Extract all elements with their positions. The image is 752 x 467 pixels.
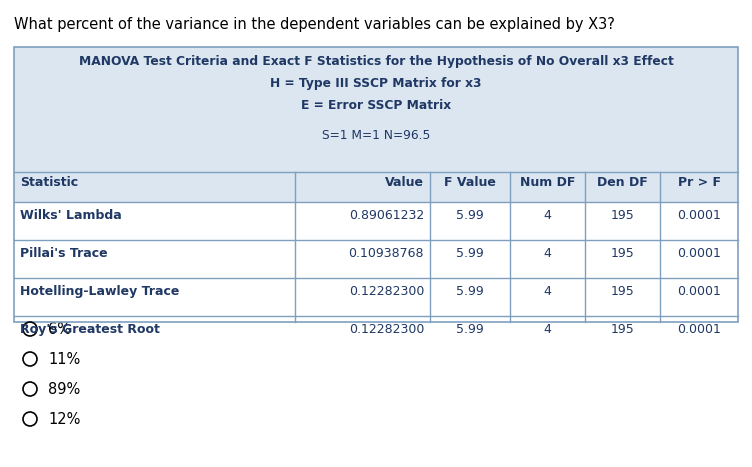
Text: Pillai's Trace: Pillai's Trace [20,247,108,260]
Text: 11%: 11% [48,352,80,367]
Text: 5.99: 5.99 [456,323,484,336]
Text: 0.0001: 0.0001 [677,247,721,260]
Text: E = Error SSCP Matrix: E = Error SSCP Matrix [301,99,451,112]
Bar [14,172,738,202]
Text: Hotelling-Lawley Trace: Hotelling-Lawley Trace [20,285,180,298]
Text: 12%: 12% [48,411,80,426]
Text: 0.0001: 0.0001 [677,323,721,336]
Text: 195: 195 [611,285,635,298]
Bar [14,47,738,322]
Text: 0.12282300: 0.12282300 [349,285,424,298]
Text: S=1 M=1 N=96.5: S=1 M=1 N=96.5 [322,129,430,142]
Text: 0.89061232: 0.89061232 [349,209,424,222]
Text: 5.99: 5.99 [456,209,484,222]
Text: H = Type III SSCP Matrix for x3: H = Type III SSCP Matrix for x3 [270,77,482,90]
Text: Statistic: Statistic [20,176,78,189]
Text: F Value: F Value [444,176,496,189]
Text: 89%: 89% [48,382,80,396]
Text: 0.0001: 0.0001 [677,209,721,222]
Text: 6%: 6% [48,321,71,337]
Text: 195: 195 [611,323,635,336]
Text: 4: 4 [544,209,551,222]
Text: 5.99: 5.99 [456,285,484,298]
Text: 195: 195 [611,209,635,222]
Bar [14,47,738,172]
Text: Num DF: Num DF [520,176,575,189]
Text: Pr > F: Pr > F [678,176,720,189]
Text: Wilks' Lambda: Wilks' Lambda [20,209,122,222]
Text: 0.0001: 0.0001 [677,285,721,298]
Text: 0.12282300: 0.12282300 [349,323,424,336]
Text: Den DF: Den DF [597,176,648,189]
Text: MANOVA Test Criteria and Exact F Statistics for the Hypothesis of No Overall x3 : MANOVA Test Criteria and Exact F Statist… [79,55,673,68]
Text: 195: 195 [611,247,635,260]
Text: 4: 4 [544,247,551,260]
Text: 5.99: 5.99 [456,247,484,260]
Text: 4: 4 [544,285,551,298]
Text: Roy's Greatest Root: Roy's Greatest Root [20,323,160,336]
Text: 4: 4 [544,323,551,336]
Text: Value: Value [385,176,424,189]
Text: What percent of the variance in the dependent variables can be explained by X3?: What percent of the variance in the depe… [14,17,615,32]
Text: 0.10938768: 0.10938768 [348,247,424,260]
